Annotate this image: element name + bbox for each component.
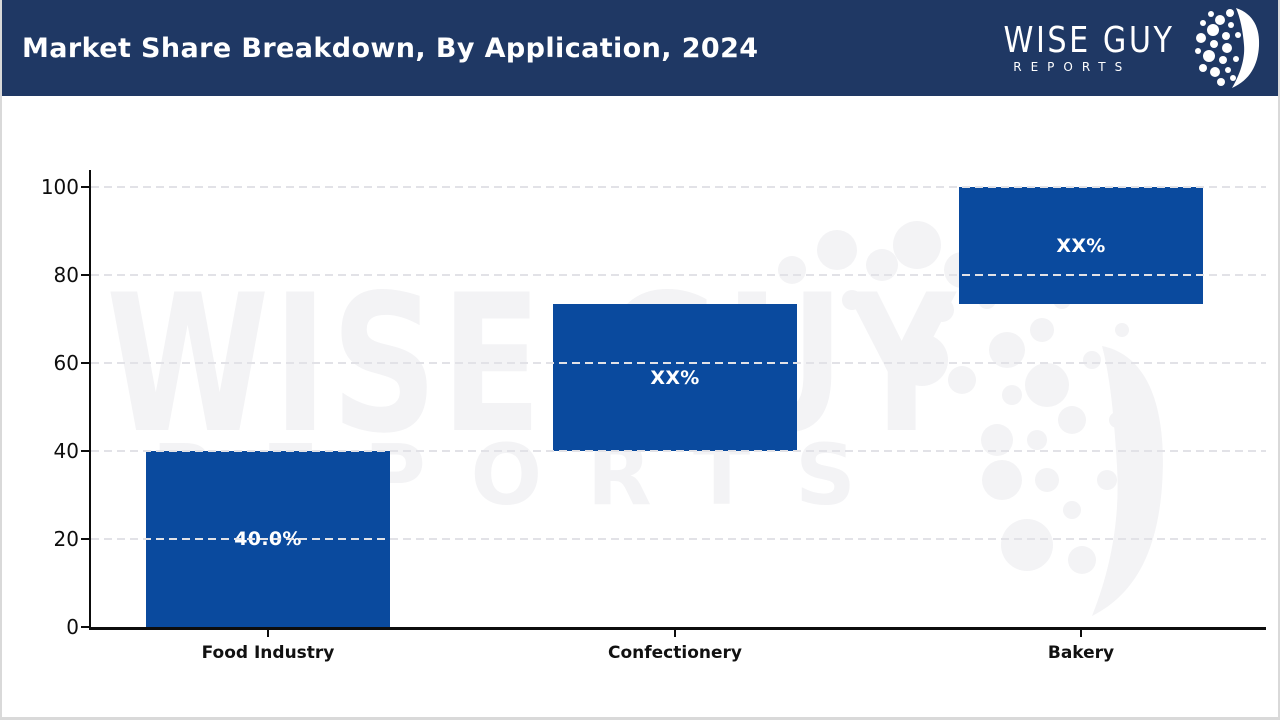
bar-value-label: XX%	[1056, 234, 1106, 257]
gridline	[91, 450, 1266, 452]
logo-subtitle: REPORTS	[1013, 60, 1132, 75]
wise-guy-reports-logo: WISE GUY REPORTS	[971, 5, 1265, 91]
bar-bakery: XX%	[959, 187, 1203, 305]
gridline	[91, 362, 1266, 364]
y-tick	[81, 626, 89, 628]
y-tick-label: 100	[40, 175, 79, 199]
bar-confectionery: XX%	[553, 304, 797, 451]
page-title: Market Share Breakdown, By Application, …	[22, 32, 759, 64]
y-tick	[81, 274, 89, 276]
y-tick-label: 0	[66, 615, 79, 639]
gridline	[91, 538, 1266, 540]
gridline	[91, 186, 1266, 188]
x-axis-label: Bakery	[1047, 643, 1115, 663]
y-tick	[81, 186, 89, 188]
logo-wordmark: WISE GUY	[1003, 19, 1174, 61]
y-tick	[81, 538, 89, 540]
logo-face-icon	[1195, 8, 1260, 88]
x-tick	[267, 630, 269, 637]
header-bar: Market Share Breakdown, By Application, …	[2, 0, 1278, 96]
x-axis-label: Confectionery	[608, 643, 742, 663]
bar-value-label: XX%	[650, 366, 700, 389]
y-tick	[81, 450, 89, 452]
y-tick-label: 60	[53, 351, 79, 375]
x-tick	[674, 630, 676, 637]
x-tick	[1080, 630, 1082, 637]
chart-area: WISE GUY REPORTS 40.0% Food Industry XX% Co…	[2, 96, 1278, 717]
logo-text: WISE GUY REPORTS	[971, 19, 1175, 75]
y-tick-label: 20	[53, 527, 79, 551]
y-tick	[81, 362, 89, 364]
x-axis-label: Food Industry	[201, 643, 335, 663]
y-tick-label: 40	[53, 439, 79, 463]
plot-area: 40.0% Food Industry XX% Confectionery XX% Bak…	[41, 170, 1266, 663]
y-tick-label: 80	[53, 263, 79, 287]
gridline	[91, 274, 1266, 276]
